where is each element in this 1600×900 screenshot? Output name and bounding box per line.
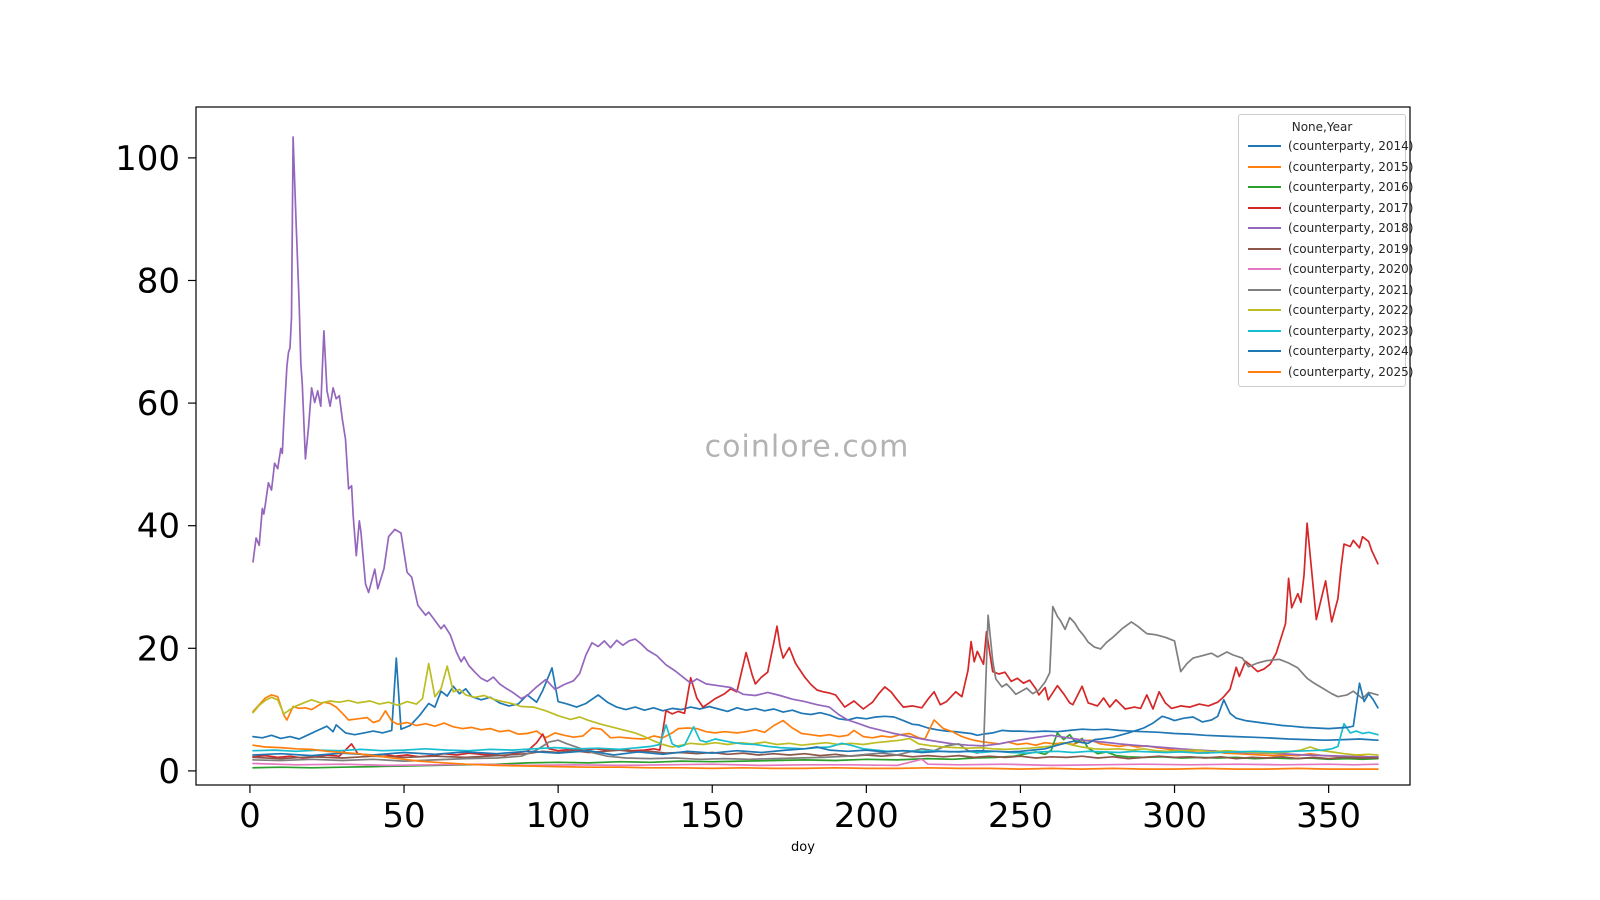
legend-label-2024: (counterparty, 2024) xyxy=(1288,344,1414,359)
series-line-2022 xyxy=(252,662,1379,756)
legend-item-2016: (counterparty, 2016) xyxy=(1239,177,1413,198)
legend-label-2019: (counterparty, 2019) xyxy=(1288,241,1414,256)
x-tick-label-250: 250 xyxy=(988,796,1053,836)
legend-item-2019: (counterparty, 2019) xyxy=(1239,239,1413,260)
watermark: coinlore.com xyxy=(704,429,910,465)
legend-swatch-2016 xyxy=(1248,186,1281,189)
legend-swatch-2019 xyxy=(1248,247,1281,250)
x-tick-label-50: 50 xyxy=(382,796,425,836)
legend-item-2024: (counterparty, 2024) xyxy=(1239,341,1413,362)
legend-swatch-2018 xyxy=(1248,227,1281,230)
legend-swatch-2022 xyxy=(1248,309,1281,312)
series-line-2018 xyxy=(252,136,1379,758)
x-tick-label-350: 350 xyxy=(1296,796,1361,836)
legend-item-2014: (counterparty, 2014) xyxy=(1239,136,1413,157)
legend-label-2025: (counterparty, 2025) xyxy=(1288,364,1414,379)
legend-items: (counterparty, 2014) (counterparty, 2015)… xyxy=(1239,136,1413,383)
legend-swatch-2020 xyxy=(1248,268,1281,271)
legend-item-2022: (counterparty, 2022) xyxy=(1239,300,1413,321)
legend-swatch-2017 xyxy=(1248,206,1281,209)
legend-label-2021: (counterparty, 2021) xyxy=(1288,282,1414,297)
legend-item-2025: (counterparty, 2025) xyxy=(1239,362,1413,383)
legend-item-2018: (counterparty, 2018) xyxy=(1239,218,1413,239)
legend-swatch-2021 xyxy=(1248,288,1281,291)
legend-label-2014: (counterparty, 2014) xyxy=(1288,139,1414,154)
legend-swatch-2024 xyxy=(1248,350,1281,353)
x-tick-label-300: 300 xyxy=(1142,796,1207,836)
legend-swatch-2023 xyxy=(1248,329,1281,332)
legend-label-2022: (counterparty, 2022) xyxy=(1288,303,1414,318)
x-axis-label: doy xyxy=(791,840,815,855)
x-tick-label-0: 0 xyxy=(239,796,261,836)
legend-label-2020: (counterparty, 2020) xyxy=(1288,262,1414,277)
series-line-2024 xyxy=(252,682,1379,757)
legend-swatch-2015 xyxy=(1248,165,1281,168)
axes-frame xyxy=(195,106,1411,786)
legend-label-2017: (counterparty, 2017) xyxy=(1288,200,1414,215)
legend-item-2021: (counterparty, 2021) xyxy=(1239,280,1413,301)
legend-swatch-2025 xyxy=(1248,370,1281,373)
y-tick-label-20: 20 xyxy=(137,629,180,669)
legend-item-2020: (counterparty, 2020) xyxy=(1239,259,1413,280)
x-tick-label-200: 200 xyxy=(834,796,899,836)
y-tick-label-0: 0 xyxy=(158,752,180,792)
y-tick-label-60: 60 xyxy=(137,384,180,424)
x-tick-label-100: 100 xyxy=(526,796,591,836)
series-line-2017 xyxy=(252,522,1379,759)
y-tick-label-100: 100 xyxy=(115,139,180,179)
legend: None,Year (counterparty, 2014) (counterpa… xyxy=(1238,114,1413,387)
legend-item-2017: (counterparty, 2017) xyxy=(1239,198,1413,219)
legend-swatch-2014 xyxy=(1248,145,1281,148)
legend-label-2023: (counterparty, 2023) xyxy=(1288,323,1414,338)
legend-item-2015: (counterparty, 2015) xyxy=(1239,157,1413,178)
series-line-2014 xyxy=(252,657,1379,742)
legend-label-2015: (counterparty, 2015) xyxy=(1288,159,1414,174)
legend-item-2023: (counterparty, 2023) xyxy=(1239,321,1413,342)
x-tick-label-150: 150 xyxy=(680,796,745,836)
y-tick-label-40: 40 xyxy=(137,507,180,547)
series-line-2023 xyxy=(252,722,1379,754)
legend-label-2016: (counterparty, 2016) xyxy=(1288,180,1414,195)
series-line-2021 xyxy=(252,605,1379,762)
legend-title: None,Year xyxy=(1291,120,1353,134)
legend-label-2018: (counterparty, 2018) xyxy=(1288,221,1414,236)
series-line-2025 xyxy=(252,744,1379,770)
y-tick-label-80: 80 xyxy=(137,261,180,301)
